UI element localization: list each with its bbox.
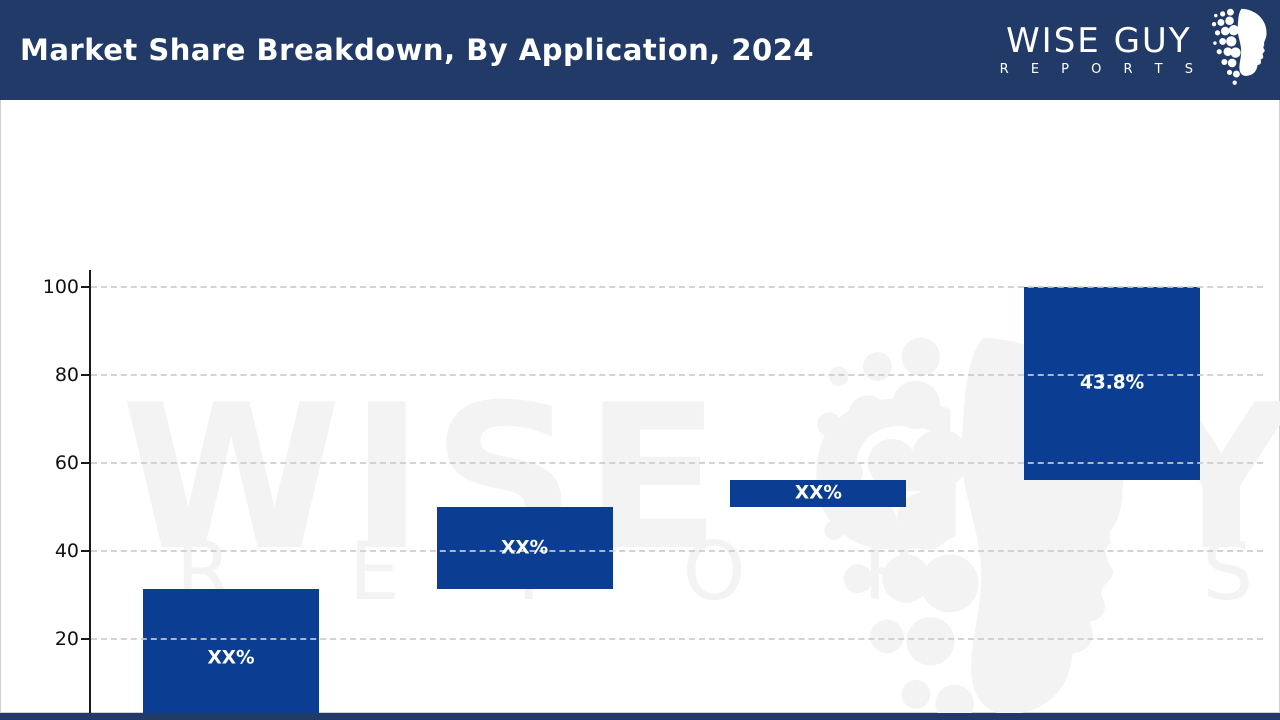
header-bar: Market Share Breakdown, By Application, … (0, 0, 1280, 100)
logo-wise-guy-text: WISE GUY (1006, 20, 1192, 61)
chart-canvas: WISE GUY R E P O R T S 020406080100 XX%X… (0, 100, 1280, 720)
gridline-100 (91, 286, 1263, 288)
logo-reports-text: R E P O R T S (999, 62, 1202, 78)
bar-value-label: XX% (501, 537, 549, 559)
bar-neurosurgery (143, 588, 319, 720)
bar-value-label: 43.8% (1080, 372, 1145, 394)
y-tick-label-20: 20 (54, 628, 79, 650)
bar-orthopedic-surgery (1024, 287, 1201, 480)
y-tick-mark-60 (81, 462, 89, 464)
gridline-20 (91, 638, 1263, 640)
y-tick-label-100: 100 (42, 276, 79, 298)
bar-pain-management (436, 506, 613, 589)
y-axis-line (89, 270, 91, 720)
page-title: Market Share Breakdown, By Application, … (20, 33, 815, 67)
waterfall-chart: WISE GUY R E P O R T S 020406080100 XX%X… (1, 100, 1280, 720)
y-tick-label-40: 40 (54, 540, 79, 562)
bar-value-label: XX% (794, 482, 842, 504)
gridline-80 (91, 374, 1263, 376)
footer-bar (0, 713, 1280, 720)
y-tick-label-80: 80 (54, 364, 79, 386)
bar-value-label: XX% (207, 647, 255, 669)
wise-guy-head-logo-icon (1211, 8, 1267, 85)
y-tick-mark-100 (81, 286, 89, 288)
gridline-60 (91, 462, 1263, 464)
wise-guy-reports-logo: WISE GUY R E P O R T S (996, 7, 1280, 93)
y-tick-label-60: 60 (54, 452, 79, 474)
y-tick-mark-40 (81, 550, 89, 552)
y-tick-mark-80 (81, 374, 89, 376)
y-tick-mark-20 (81, 638, 89, 640)
bar-emergency-medicine (730, 479, 907, 507)
logo-text: WISE GUY R E P O R T S (996, 20, 1202, 78)
gridline-40 (91, 550, 1263, 552)
